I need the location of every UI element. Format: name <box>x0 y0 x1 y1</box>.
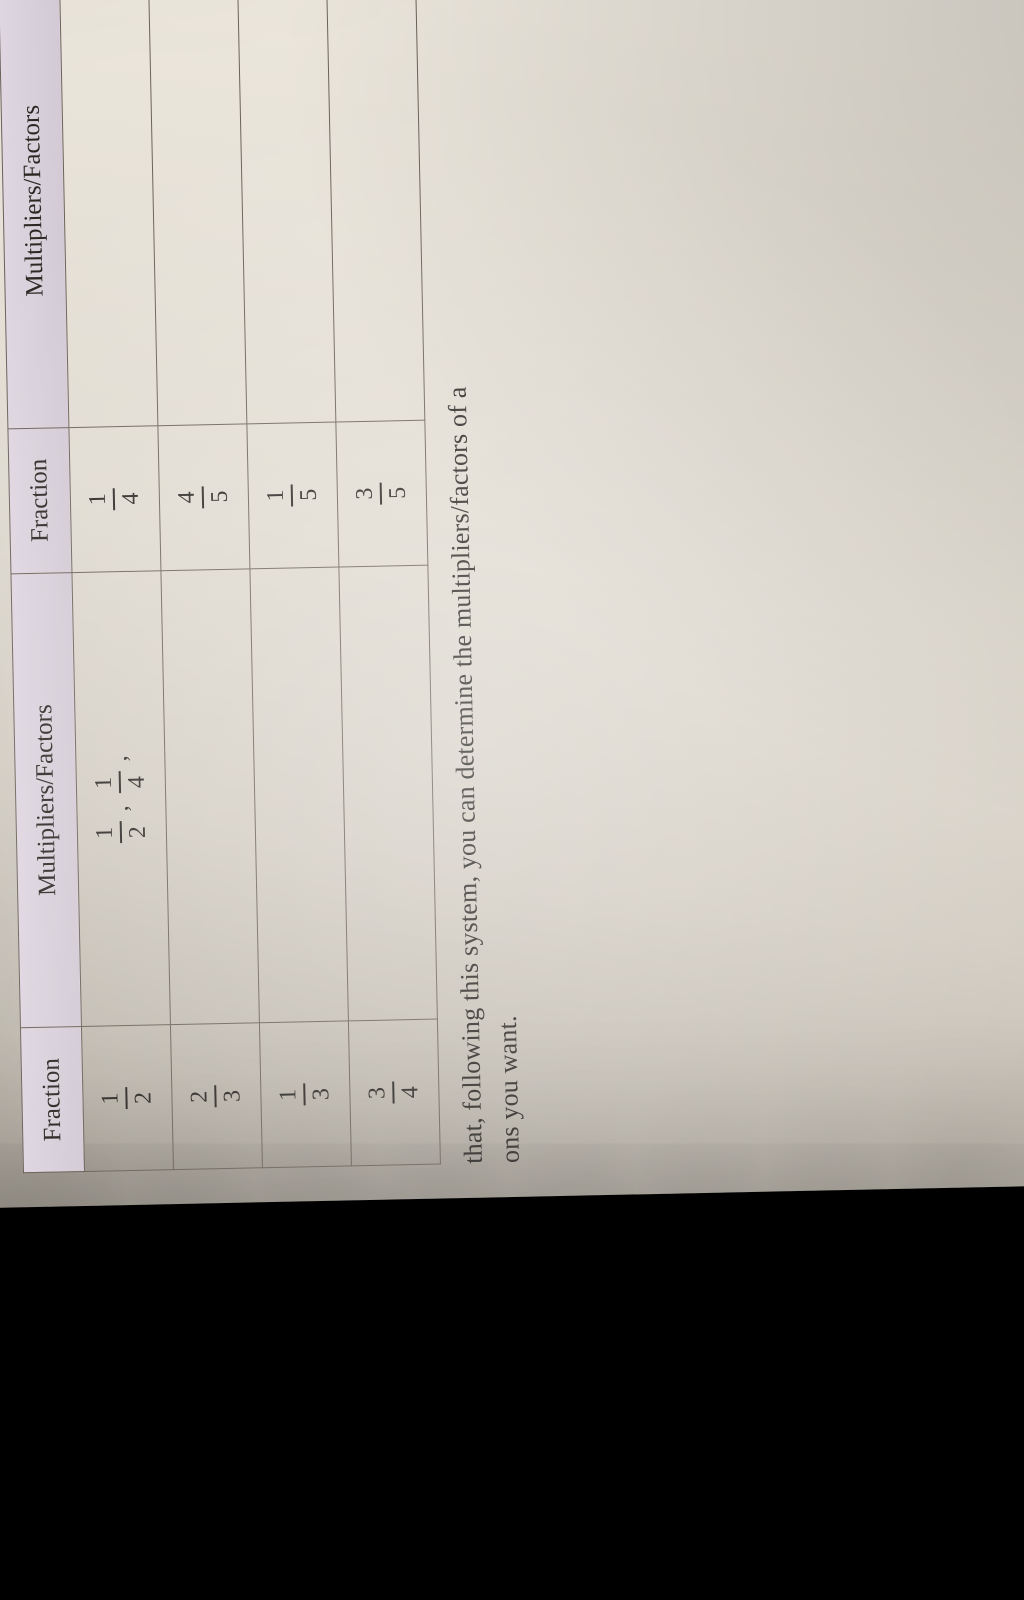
frac-cell: 1 3 <box>259 1021 351 1168</box>
frac-num: 1 <box>99 1092 126 1105</box>
mf-cell-empty <box>237 0 336 424</box>
frac-num: 2 <box>188 1090 215 1103</box>
mf-cell-empty <box>250 567 349 1024</box>
mf-cell-example: 1 2 , 1 4 , <box>72 570 171 1027</box>
frac-cell: 2 3 <box>170 1023 262 1170</box>
frac-cell: 3 5 <box>336 420 428 567</box>
frac-den: 5 <box>380 482 410 505</box>
frac-den: 4 <box>392 1081 422 1104</box>
frac-den: 5 <box>291 484 321 507</box>
frac-den: 3 <box>214 1085 244 1108</box>
frac-cell: 1 2 <box>81 1025 173 1172</box>
fraction-icon: 2 3 <box>187 1085 244 1108</box>
fraction-icon: 4 5 <box>175 485 232 508</box>
frac-num: 1 <box>86 493 113 506</box>
fraction-icon: 3 5 <box>353 482 410 505</box>
frac-num: 1 <box>93 827 120 840</box>
frac-den: 2 <box>125 1087 155 1110</box>
separator: , <box>106 753 133 762</box>
frac-num: 1 <box>277 1089 304 1102</box>
mf-cell-empty <box>59 0 158 427</box>
col-fraction-right: Fraction <box>8 427 72 573</box>
textbook-page: following table. Find the first 10 multi… <box>0 0 1024 1210</box>
frac-cell: 1 4 <box>69 426 161 573</box>
fraction-icon: 1 4 <box>92 771 149 794</box>
frac-num: 4 <box>175 491 202 504</box>
mf-cell-empty <box>326 0 425 422</box>
col-fraction-left: Fraction <box>20 1027 84 1173</box>
frac-den: 2 <box>120 821 150 844</box>
mf-cell-empty <box>339 565 438 1022</box>
frac-den: 4 <box>113 487 143 510</box>
frac-den: 3 <box>303 1083 333 1106</box>
fraction-icon: 3 4 <box>365 1081 422 1104</box>
col-mf-left: Multipliers/Factors <box>11 572 82 1028</box>
frac-num: 1 <box>264 489 291 502</box>
frac-den: 4 <box>119 771 149 794</box>
fraction-icon: 1 4 <box>86 487 143 510</box>
frac-num: 1 <box>92 777 119 790</box>
fractions-table: Fraction Multipliers/Factors Fraction Mu… <box>0 0 441 1173</box>
mf-cell-empty <box>148 0 247 426</box>
frac-cell: 3 4 <box>348 1019 440 1166</box>
frac-cell: 1 5 <box>247 422 339 569</box>
fraction-icon: 1 5 <box>264 484 321 507</box>
frac-num: 3 <box>353 487 380 500</box>
fraction-icon: 1 2 <box>98 1087 155 1110</box>
mf-cell-empty <box>161 568 260 1025</box>
col-mf-right: Multipliers/Factors <box>0 0 69 429</box>
separator: , <box>107 803 134 812</box>
frac-cell: 4 5 <box>158 424 250 571</box>
fraction-icon: 1 2 <box>93 821 150 844</box>
frac-den: 5 <box>202 485 232 508</box>
frac-num: 3 <box>365 1087 392 1100</box>
fraction-icon: 1 3 <box>276 1083 333 1106</box>
